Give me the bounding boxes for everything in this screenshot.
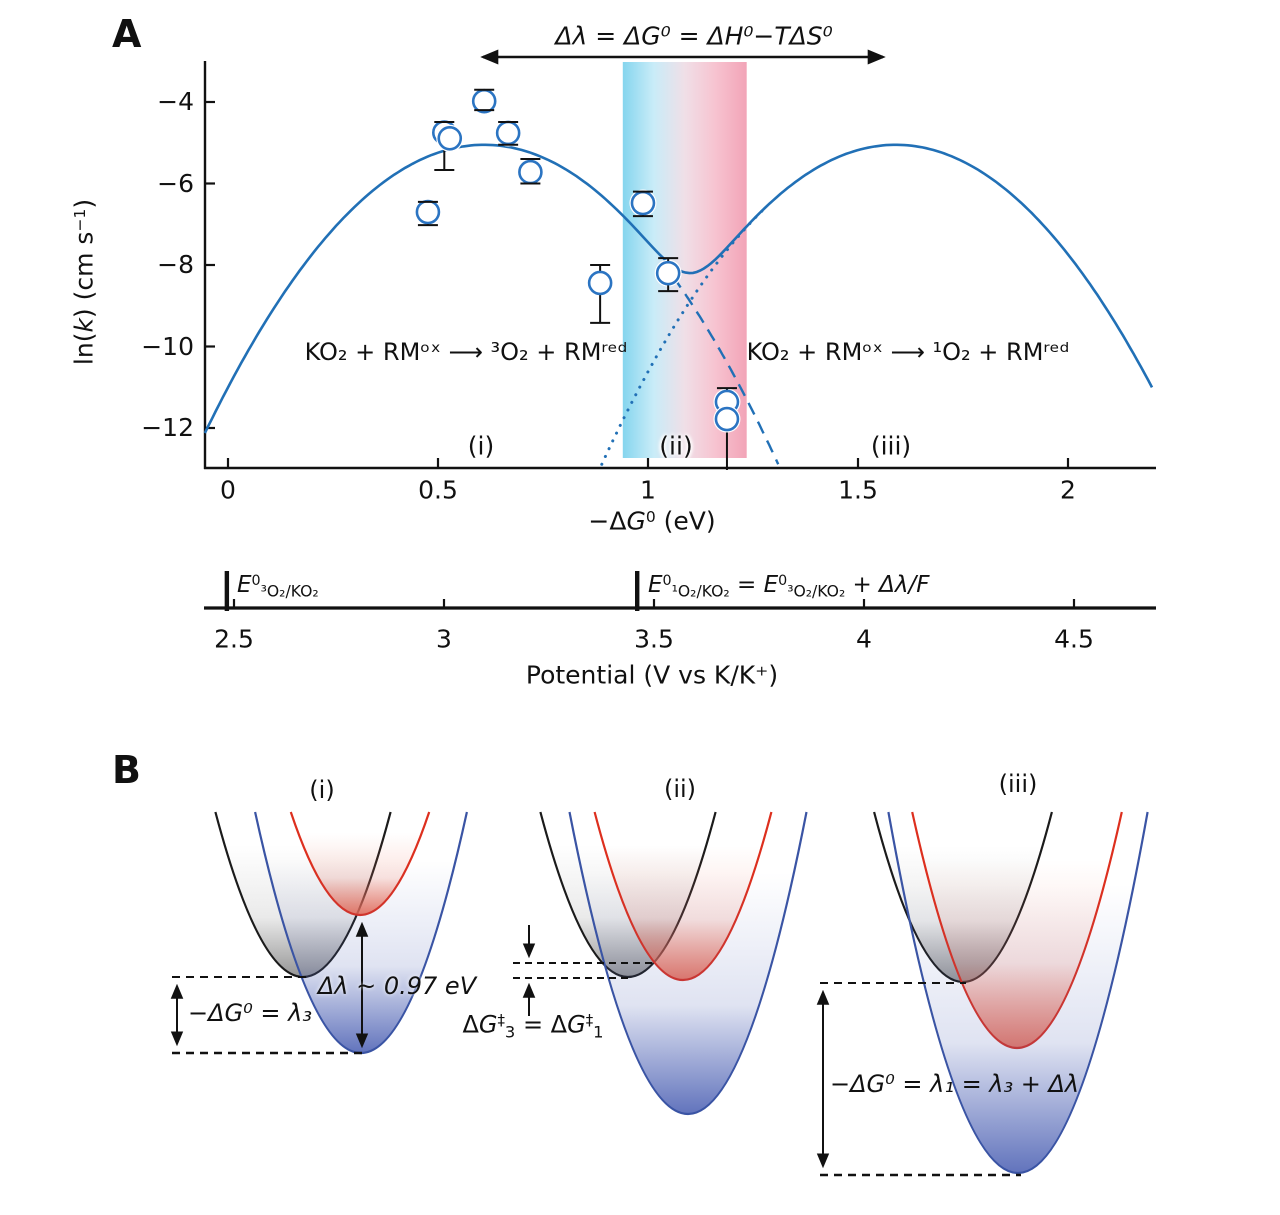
panel-b-parabolas [214, 811, 1149, 1174]
parabola-blue-ii [568, 811, 808, 1116]
marcus-dotted-curve [600, 205, 768, 466]
data-point [629, 189, 657, 218]
marker-e0-triplet [224, 571, 230, 611]
panel-b-annotations [170, 921, 1021, 1177]
axis-ticks [205, 100, 1070, 468]
point-circle [630, 190, 656, 216]
data-point [713, 405, 741, 433]
data-point [516, 158, 544, 186]
point-circle [587, 270, 613, 296]
point-circle [655, 260, 681, 286]
point-circle [495, 120, 521, 146]
marcus-dashed-curve [672, 276, 780, 465]
point-circle [518, 159, 543, 185]
point-circle [714, 406, 740, 432]
point-circle [415, 199, 441, 225]
data-points [414, 87, 741, 470]
data-point [494, 119, 522, 147]
point-circle [437, 125, 463, 151]
data-point [436, 124, 464, 152]
data-point [586, 264, 614, 324]
potential-axis [204, 571, 1156, 611]
parabola-blue-iii [887, 811, 1149, 1174]
data-point [414, 198, 442, 227]
point-circle [471, 88, 497, 114]
marker-e0-singlet [635, 571, 640, 611]
data-point [470, 87, 498, 115]
data-point [654, 257, 682, 293]
